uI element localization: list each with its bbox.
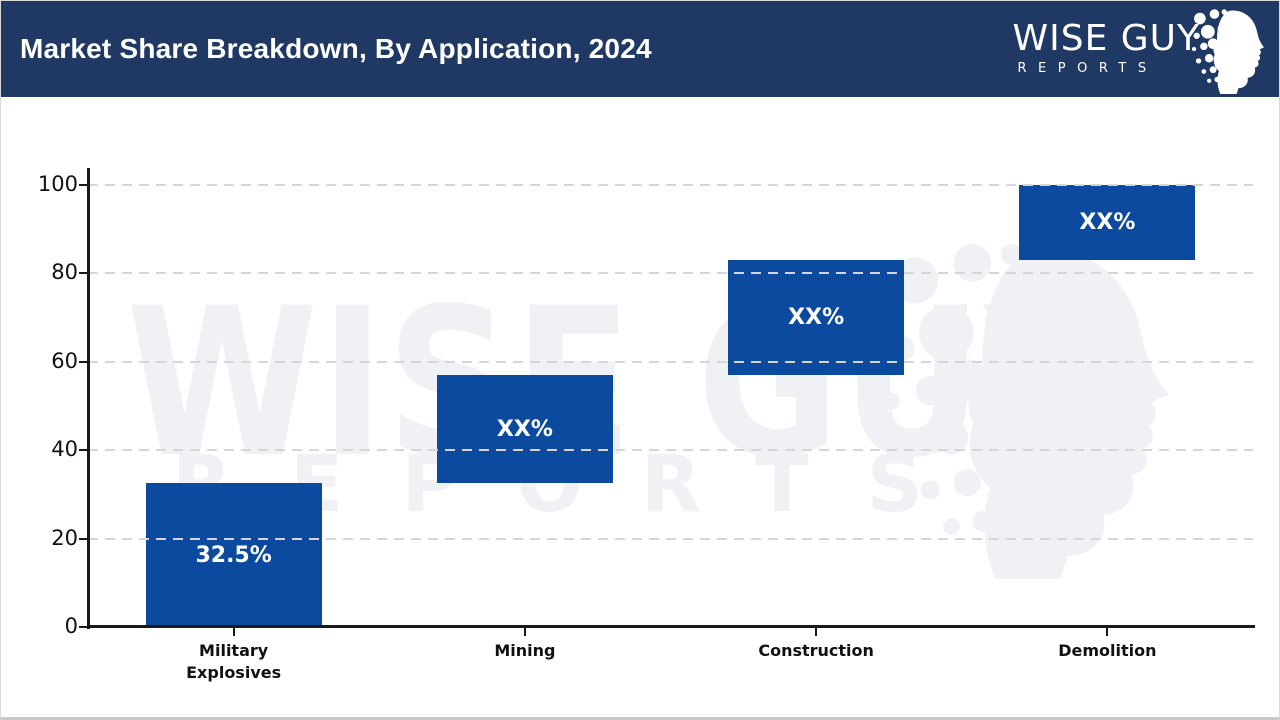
x-tick-mark — [815, 628, 818, 636]
header-bar: Market Share Breakdown, By Application, … — [0, 0, 1280, 97]
x-category-label: Mining — [494, 641, 556, 660]
gridline — [88, 272, 1253, 275]
logo-wordmark-line1: WISE GUY — [1012, 18, 1200, 59]
x-category-label: Construction — [758, 641, 874, 660]
head-watermark — [872, 223, 1188, 579]
y-tick-mark — [79, 360, 87, 363]
y-tick-mark — [79, 272, 87, 275]
x-category-label: Demolition — [1058, 641, 1157, 660]
bar-military-explosives: 32.5% — [145, 483, 322, 627]
x-tick-mark — [523, 628, 526, 636]
x-tick-mark — [1106, 628, 1109, 636]
y-tick-mark — [79, 184, 87, 186]
gridline — [88, 449, 1253, 452]
y-tick-mark — [79, 449, 87, 452]
bar-value-label: XX% — [496, 416, 553, 442]
y-tick-label: 20 — [51, 525, 78, 550]
y-tick-label: 80 — [51, 260, 78, 285]
bar-demolition: XX% — [1019, 185, 1196, 261]
logo-wordmark: WISE GUY REPORTS — [1012, 18, 1201, 77]
bar-value-label: 32.5% — [195, 542, 272, 568]
y-tick-label: 40 — [51, 437, 78, 462]
y-tick-mark — [79, 537, 87, 540]
bar-construction: XX% — [728, 260, 905, 376]
bar-mining: XX% — [436, 375, 613, 484]
gridline — [88, 184, 1253, 186]
x-axis — [87, 625, 1255, 628]
y-tick-mark — [79, 626, 87, 628]
logo: WISE GUY REPORTS — [1013, 0, 1273, 97]
x-category-label: Military Explosives — [186, 641, 282, 682]
logo-wordmark-line2: REPORTS — [1017, 61, 1158, 76]
y-tick-label: 60 — [51, 348, 78, 373]
chart-title: Market Share Breakdown, By Application, … — [20, 32, 652, 64]
chart-area: WISE GUY REPORTS 0 20 40 60 80 100 32.5% Milita… — [0, 97, 1280, 717]
y-tick-label: 0 — [64, 614, 78, 638]
bar-value-label: XX% — [788, 305, 845, 331]
gridline — [88, 537, 1253, 540]
bar-value-label: XX% — [1079, 210, 1136, 236]
y-axis — [87, 168, 90, 629]
x-tick-mark — [232, 628, 235, 636]
wiseguy-head-icon — [1186, 4, 1272, 94]
y-tick-label: 100 — [37, 172, 78, 196]
gridline — [88, 360, 1253, 363]
